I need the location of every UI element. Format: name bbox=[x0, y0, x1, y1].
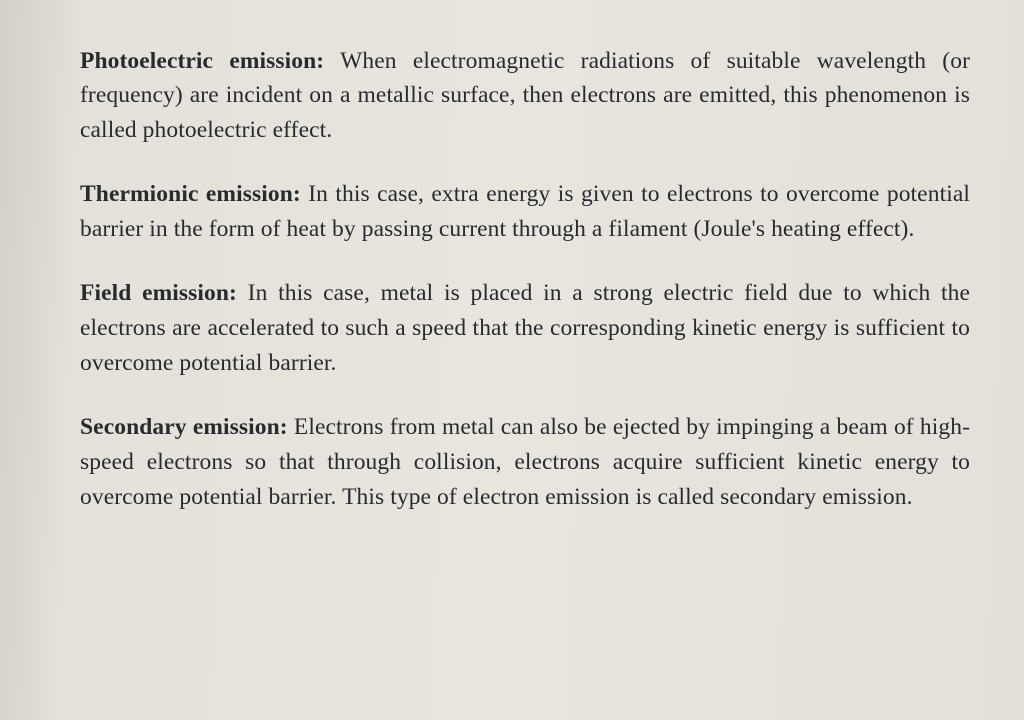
term-secondary: Secondary emission: bbox=[80, 414, 288, 440]
entry-photoelectric: Photoelectric emission: When electromagn… bbox=[80, 44, 970, 148]
page: Photoelectric emission: When electromagn… bbox=[0, 0, 1024, 720]
term-field: Field emission: bbox=[80, 280, 237, 306]
entry-secondary: Secondary emission: Electrons from metal… bbox=[80, 410, 970, 514]
term-thermionic: Thermionic emission: bbox=[80, 181, 301, 207]
term-photoelectric: Photoelectric emission: bbox=[80, 48, 324, 74]
entry-field: Field emission: In this case, metal is p… bbox=[80, 276, 970, 380]
entry-thermionic: Thermionic emission: In this case, extra… bbox=[80, 177, 970, 247]
